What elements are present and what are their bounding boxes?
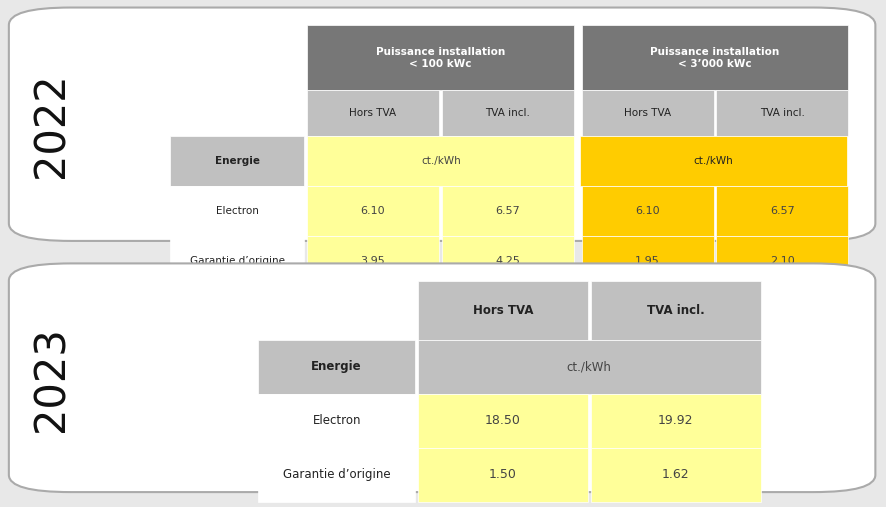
- Bar: [417, 340, 760, 394]
- Bar: [581, 186, 713, 236]
- Text: Hors TVA: Hors TVA: [624, 108, 672, 118]
- Text: 6.10: 6.10: [361, 206, 385, 216]
- Bar: [259, 448, 415, 502]
- Bar: [441, 236, 573, 286]
- Text: 1.62: 1.62: [662, 468, 689, 481]
- Bar: [441, 90, 573, 135]
- Text: ct./kWh: ct./kWh: [694, 156, 734, 166]
- Text: 6.57: 6.57: [770, 206, 795, 216]
- Text: Hors TVA: Hors TVA: [472, 304, 533, 317]
- Text: Hors TVA: Hors TVA: [349, 108, 397, 118]
- Bar: [259, 394, 415, 448]
- FancyBboxPatch shape: [9, 264, 875, 492]
- Text: 6.10: 6.10: [635, 206, 660, 216]
- Bar: [590, 280, 760, 340]
- Text: Electron: Electron: [215, 206, 259, 216]
- Text: 3.95: 3.95: [361, 256, 385, 266]
- Text: 18.50: 18.50: [485, 414, 521, 427]
- Text: Puissance installation
< 100 kWc: Puissance installation < 100 kWc: [376, 47, 505, 68]
- Bar: [580, 135, 847, 186]
- Bar: [307, 236, 439, 286]
- Text: Garantie d’origine: Garantie d’origine: [283, 468, 391, 481]
- Bar: [307, 25, 573, 90]
- Bar: [581, 90, 713, 135]
- Text: TVA incl.: TVA incl.: [486, 108, 530, 118]
- Bar: [170, 186, 305, 236]
- Bar: [417, 448, 588, 502]
- Bar: [590, 394, 760, 448]
- FancyBboxPatch shape: [9, 8, 875, 241]
- Bar: [716, 236, 848, 286]
- Text: Garantie d’origine: Garantie d’origine: [190, 256, 284, 266]
- Bar: [170, 236, 305, 286]
- Bar: [441, 186, 573, 236]
- Text: 2022: 2022: [30, 73, 73, 178]
- Text: TVA incl.: TVA incl.: [760, 108, 804, 118]
- Text: Electron: Electron: [313, 414, 361, 427]
- Bar: [716, 90, 848, 135]
- Bar: [307, 135, 573, 186]
- Bar: [307, 90, 439, 135]
- Bar: [417, 280, 588, 340]
- Text: 4.25: 4.25: [495, 256, 520, 266]
- Text: 2.10: 2.10: [770, 256, 795, 266]
- Bar: [581, 236, 713, 286]
- Text: TVA incl.: TVA incl.: [647, 304, 704, 317]
- Text: 1.95: 1.95: [635, 256, 660, 266]
- Bar: [590, 448, 760, 502]
- Text: 6.57: 6.57: [495, 206, 520, 216]
- Text: Energie: Energie: [311, 360, 362, 373]
- Bar: [170, 135, 305, 186]
- Bar: [417, 394, 588, 448]
- Text: 19.92: 19.92: [657, 414, 694, 427]
- Bar: [581, 25, 848, 90]
- Bar: [716, 186, 848, 236]
- Text: Puissance installation
< 3’000 kWc: Puissance installation < 3’000 kWc: [650, 47, 780, 68]
- Text: 2023: 2023: [30, 326, 73, 432]
- Bar: [259, 340, 415, 394]
- Text: ct./kWh: ct./kWh: [422, 156, 462, 166]
- Text: 1.50: 1.50: [489, 468, 517, 481]
- Text: ct./kWh: ct./kWh: [567, 360, 611, 373]
- Bar: [307, 186, 439, 236]
- Text: Energie: Energie: [214, 156, 260, 166]
